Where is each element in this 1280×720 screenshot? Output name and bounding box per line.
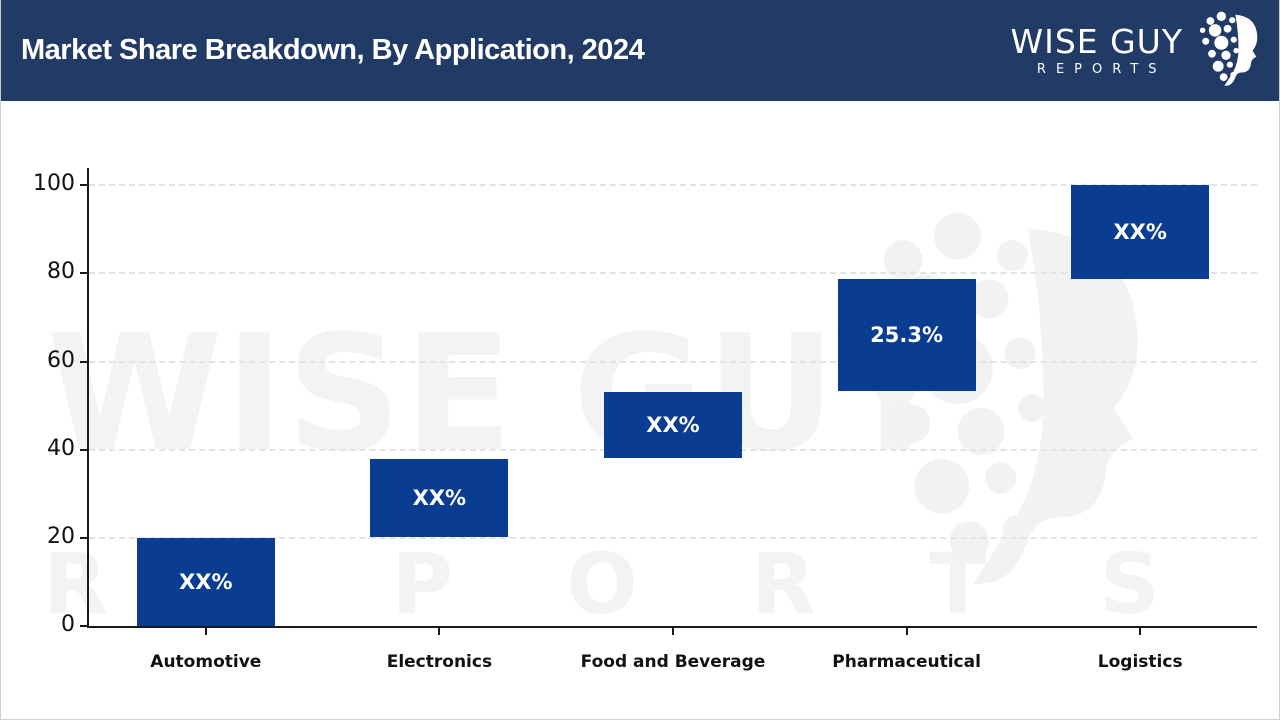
x-category-label-pharmaceutical: Pharmaceutical bbox=[832, 652, 981, 672]
y-tick-label-20: 20 bbox=[47, 523, 75, 549]
bar-automotive: XX% bbox=[136, 537, 275, 626]
bar-value-label: XX% bbox=[646, 412, 700, 437]
bar-value-label: XX% bbox=[179, 569, 233, 594]
y-tick-mark-80 bbox=[80, 272, 87, 275]
bar-value-label: XX% bbox=[412, 485, 467, 510]
gridline-20 bbox=[89, 536, 1257, 539]
header: Market Share Breakdown, By Application, … bbox=[1, 0, 1279, 101]
y-tick-mark-40 bbox=[80, 448, 87, 451]
x-category-label-logistics: Logistics bbox=[1097, 652, 1183, 672]
x-category-label-electronics: Electronics bbox=[386, 652, 493, 672]
bar-food-and-beverage: XX% bbox=[604, 391, 742, 458]
y-tick-label-80: 80 bbox=[47, 259, 75, 285]
x-tick-mark-pharmaceutical bbox=[905, 628, 908, 635]
y-tick-mark-60 bbox=[80, 360, 87, 363]
brand-logo: WISE GUY REPORTS bbox=[1010, 9, 1265, 93]
x-tick-mark-automotive bbox=[204, 628, 207, 635]
wise-guy-head-icon bbox=[1199, 11, 1258, 86]
gridline-100 bbox=[89, 184, 1257, 187]
gridline-80 bbox=[89, 272, 1257, 275]
bar-electronics: XX% bbox=[370, 458, 509, 537]
brand-logo-text: WISE GUY REPORTS bbox=[1010, 25, 1183, 76]
x-tick-mark-logistics bbox=[1139, 628, 1142, 635]
gridline-60 bbox=[89, 360, 1257, 363]
y-tick-label-60: 60 bbox=[47, 347, 75, 373]
plot-area: 0 20 40 60 80 100 XX% Automotive XX% Electronics X… bbox=[33, 168, 1257, 672]
y-tick-mark-0 bbox=[80, 625, 87, 627]
bar-logistics: XX% bbox=[1071, 185, 1210, 279]
brand-name: WISE GUY bbox=[1010, 22, 1183, 61]
page-title: Market Share Breakdown, By Application, … bbox=[21, 34, 645, 66]
bar-value-label: 25.3% bbox=[870, 322, 944, 347]
y-tick-label-100: 100 bbox=[33, 171, 75, 197]
x-tick-mark-electronics bbox=[438, 628, 441, 635]
y-tick-label-40: 40 bbox=[47, 435, 75, 461]
y-tick-mark-20 bbox=[80, 536, 87, 539]
y-tick-label-0: 0 bbox=[61, 612, 75, 637]
watermark-head-icon bbox=[850, 212, 1138, 585]
bar-pharmaceutical: 25.3% bbox=[837, 279, 976, 391]
x-tick-mark-food-and-beverage bbox=[672, 628, 674, 635]
y-tick-mark-100 bbox=[80, 184, 87, 187]
x-category-label-food-and-beverage: Food and Beverage bbox=[580, 652, 766, 672]
bar-value-label: XX% bbox=[1113, 219, 1167, 244]
brand-subname: REPORTS bbox=[1036, 62, 1167, 77]
watermark-wise-guy: WISE GUY bbox=[46, 300, 956, 487]
x-category-label-automotive: Automotive bbox=[150, 652, 262, 672]
